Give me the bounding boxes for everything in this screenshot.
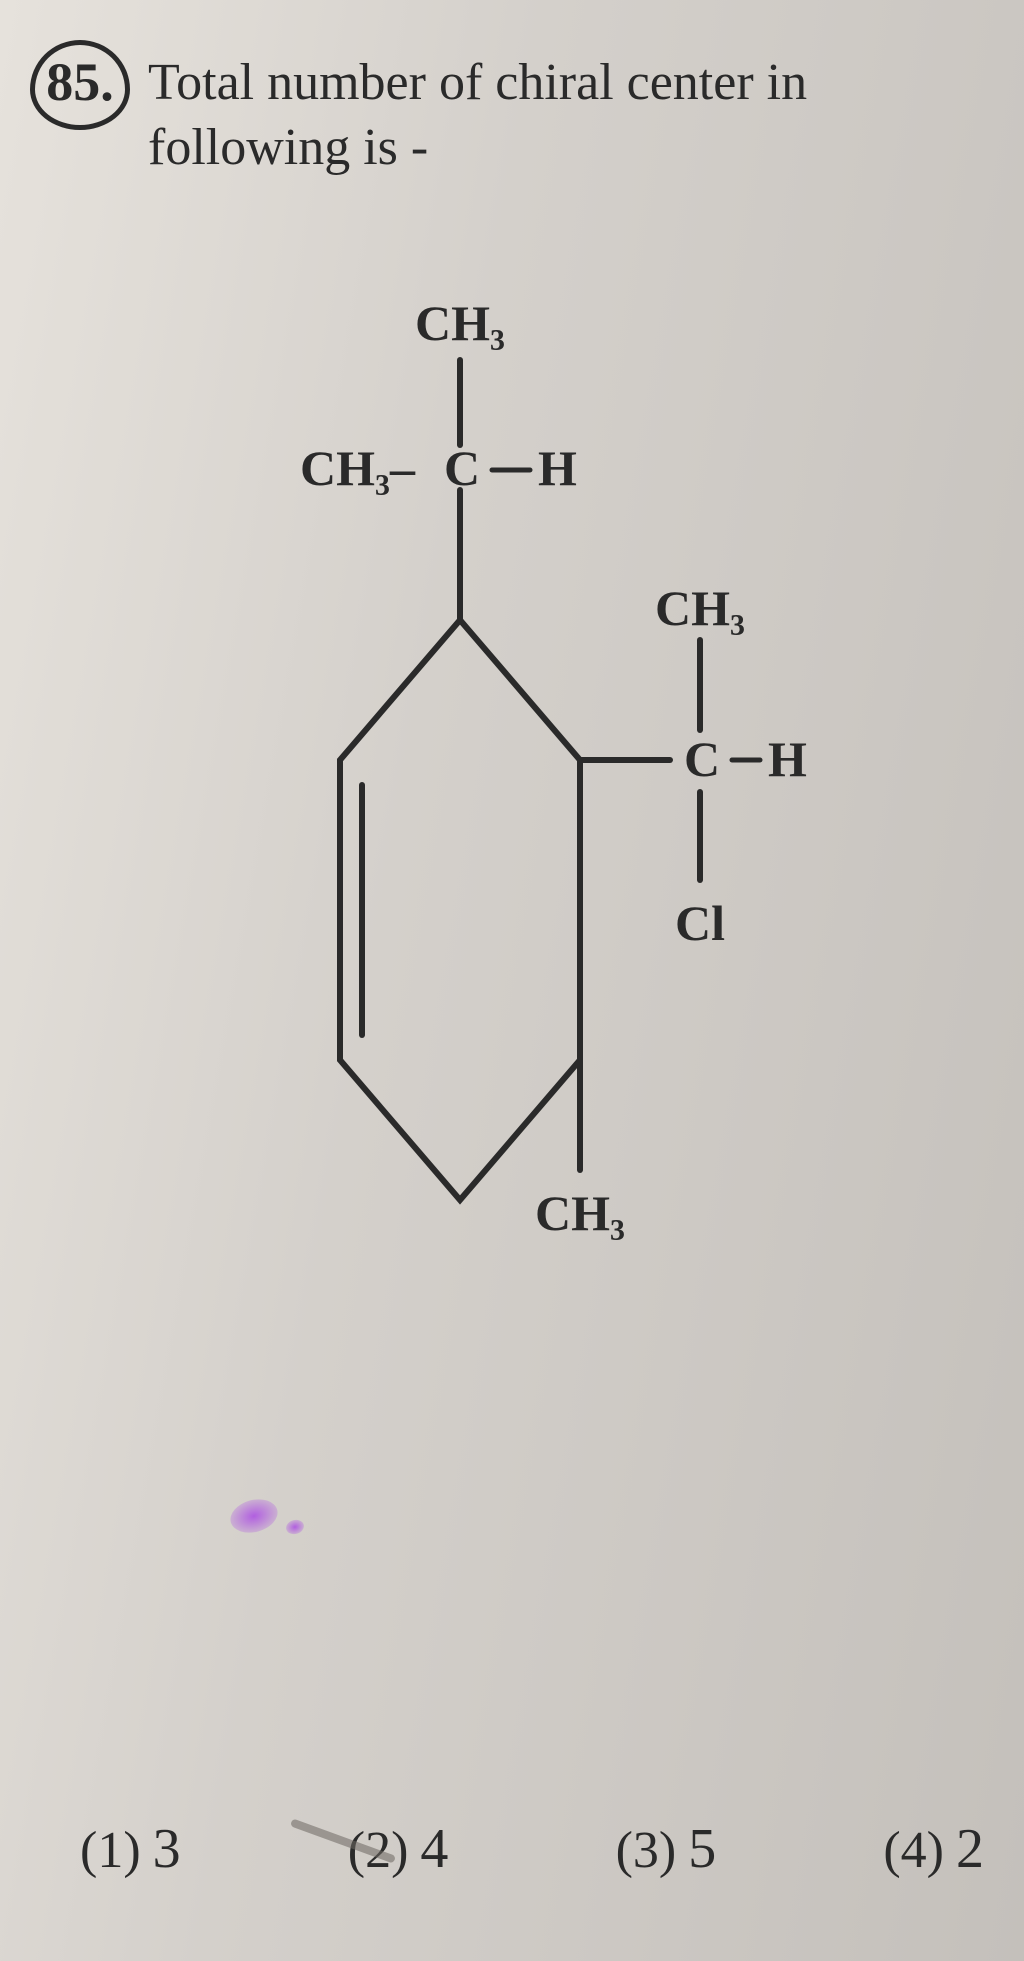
label-h-top: H [538,440,577,496]
label-h-right: H [768,731,807,787]
page: 85. Total number of chiral center in fol… [0,0,1024,1961]
option-3-label: (3) [616,1821,677,1880]
question-stem: Total number of chiral center in followi… [148,40,1004,180]
label-ch3-bottom: CH₃ [535,1185,625,1241]
option-4-value: 2 [956,1817,984,1881]
question-row: 85. Total number of chiral center in fol… [30,40,1004,180]
label-ch3-left: CH₃– [300,440,416,496]
structure-svg: CH₃ CH₃– C H CH₃ C H Cl CH₃ [200,240,900,1440]
label-cl: Cl [675,895,725,951]
option-3-value: 5 [688,1817,716,1881]
option-2-value: 4 [420,1817,448,1881]
option-1-value: 3 [153,1817,181,1881]
ink-smudge-small [284,1518,305,1536]
ink-smudge [227,1494,282,1537]
label-c-right: C [684,731,720,787]
option-4-label: (4) [883,1821,944,1880]
option-1-label: (1) [80,1821,141,1880]
question-number: 85. [46,55,114,109]
label-ch3-right-top: CH₃ [655,580,745,636]
option-1[interactable]: (1) 3 [80,1817,181,1881]
options-row: (1) 3 (2) 4 (3) 5 (4) 2 [80,1817,984,1881]
question-number-circle: 85. [30,40,130,130]
option-4[interactable]: (4) 2 [883,1817,984,1881]
label-c-top: C [444,440,480,496]
option-3[interactable]: (3) 5 [616,1817,717,1881]
chemical-structure: CH₃ CH₃– C H CH₃ C H Cl CH₃ [200,240,900,1440]
label-ch3-top: CH₃ [415,295,505,351]
